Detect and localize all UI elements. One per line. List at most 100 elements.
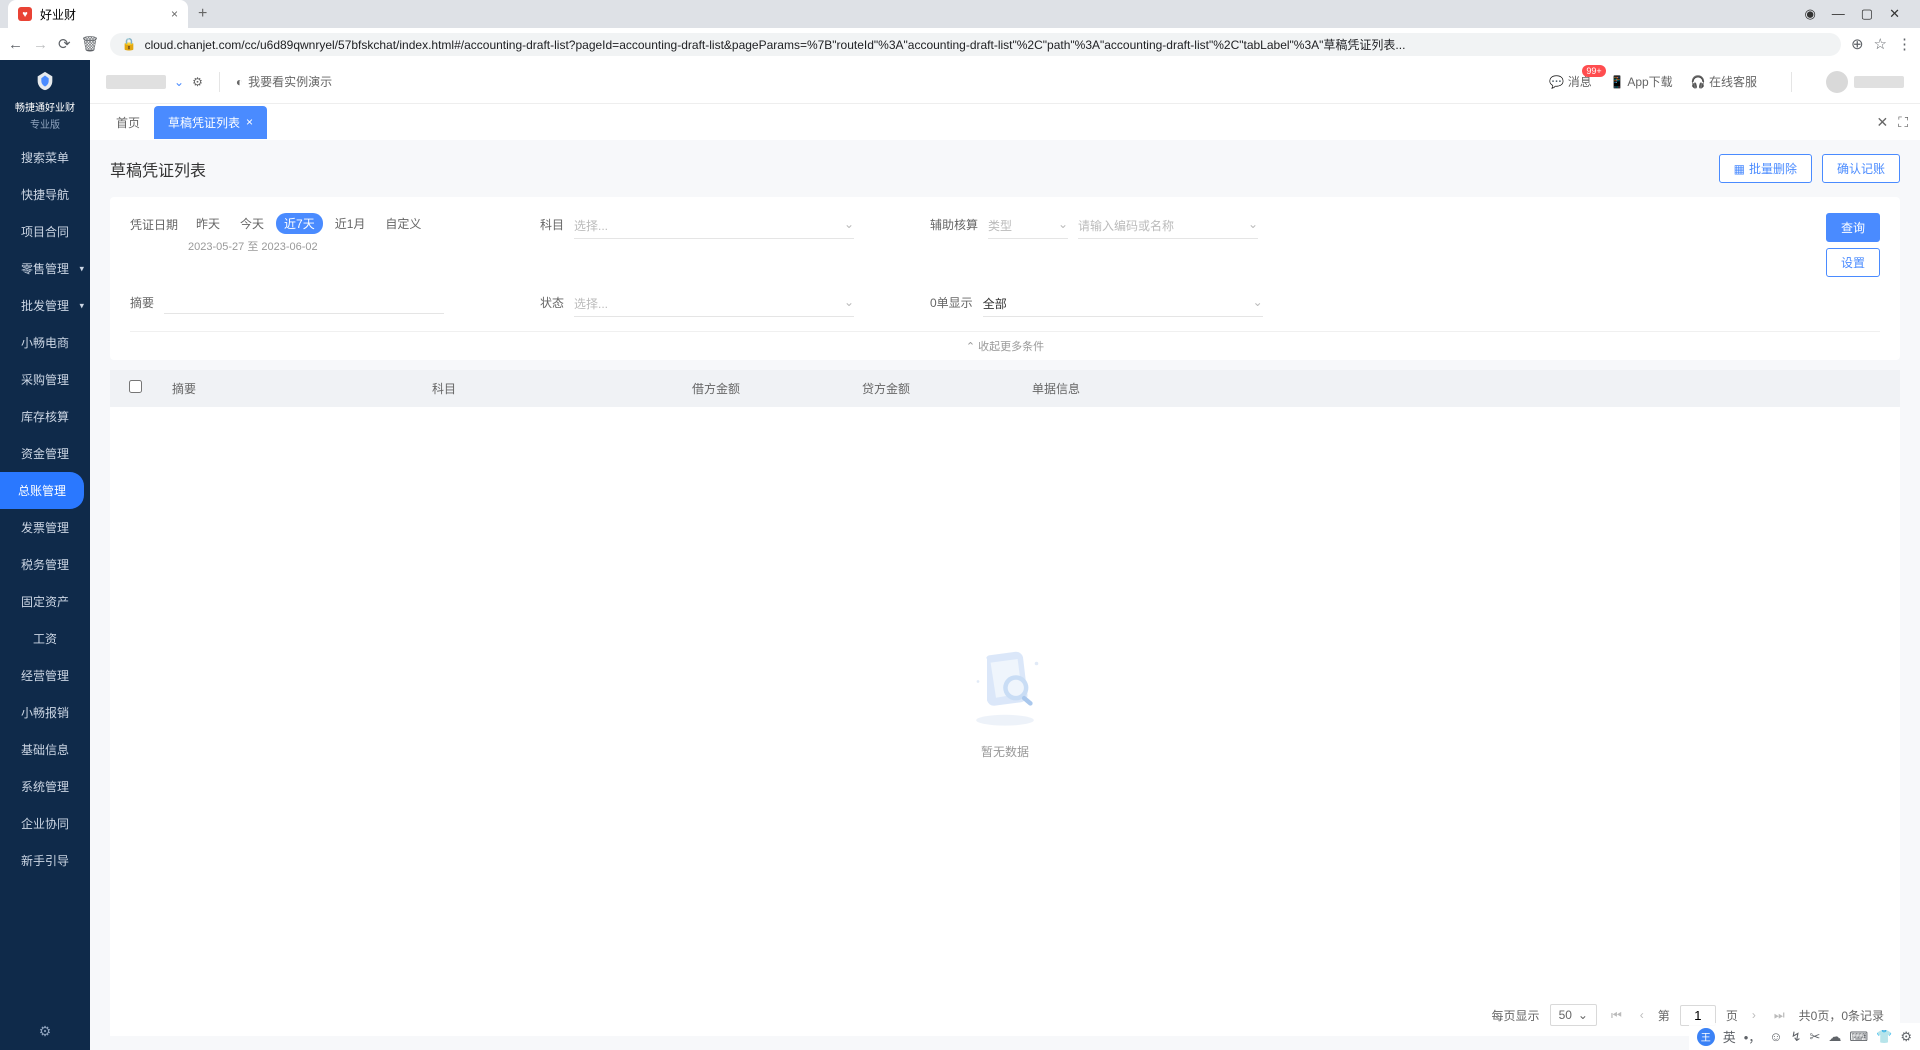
date-chip[interactable]: 今天 (232, 213, 272, 234)
ime-cloud-icon[interactable]: ☁ (1828, 1029, 1841, 1045)
sidebar-item[interactable]: 批发管理▾ (0, 287, 90, 324)
messages-link[interactable]: 💬 消息 99+ (1549, 73, 1591, 90)
ime-emoji-icon[interactable]: ☺ (1769, 1029, 1782, 1044)
sidebar: 畅捷通好业财 专业版 搜索菜单快捷导航项目合同零售管理▾批发管理▾小畅电商采购管… (0, 60, 90, 1050)
sidebar-item[interactable]: 零售管理▾ (0, 250, 90, 287)
prev-page-icon[interactable]: ‹ (1636, 1008, 1648, 1022)
address-bar: ← → ⟳ 🗑 🔒 cloud.chanjet.com/cc/u6d89qwnr… (0, 28, 1920, 60)
date-chip[interactable]: 近7天 (276, 213, 323, 234)
status-select[interactable]: 选择... ⌄ (574, 291, 854, 317)
org-selector[interactable]: ⌄ ⚙ (106, 75, 203, 89)
subject-select[interactable]: 选择... ⌄ (574, 213, 854, 239)
tab-close-icon[interactable]: × (171, 7, 178, 21)
subject-placeholder: 选择... (574, 217, 608, 234)
message-icon: 💬 (1549, 75, 1564, 89)
sidebar-item[interactable]: 小畅电商 (0, 324, 90, 361)
sidebar-item[interactable]: 发票管理 (0, 509, 90, 546)
content: 草稿凭证列表 ▦ 批量删除 确认记账 凭证日期 昨天今天 (90, 140, 1920, 1050)
sidebar-item[interactable]: 税务管理 (0, 546, 90, 583)
maximize-icon[interactable]: ▢ (1861, 6, 1873, 22)
sidebar-item[interactable]: 固定资产 (0, 583, 90, 620)
empty-icon (960, 641, 1050, 731)
date-chip[interactable]: 近1月 (327, 213, 374, 234)
sidebar-item[interactable]: 企业协同 (0, 805, 90, 842)
org-settings-icon[interactable]: ⚙ (192, 75, 203, 89)
next-page-icon[interactable]: › (1748, 1008, 1760, 1022)
filter-buttons: 查询 设置 (1826, 213, 1880, 277)
aux-type-placeholder: 类型 (988, 217, 1012, 234)
query-button[interactable]: 查询 (1826, 213, 1880, 242)
sidebar-item[interactable]: 工资 (0, 620, 90, 657)
chevron-down-icon: ⌄ (844, 295, 854, 312)
confirm-button[interactable]: 确认记账 (1822, 154, 1900, 183)
sidebar-item[interactable]: 新手引导 (0, 842, 90, 879)
date-chip[interactable]: 自定义 (377, 213, 429, 234)
settings-gear-icon[interactable]: ⚙ (39, 1023, 52, 1039)
topbar-right: 💬 消息 99+ 📱 App下载 🎧 在线客服 (1549, 71, 1904, 93)
tab-draft-label: 草稿凭证列表 (168, 114, 240, 131)
date-chips: 昨天今天近7天近1月自定义 (188, 213, 429, 234)
install-icon[interactable]: ⊕ (1851, 35, 1864, 53)
download-link[interactable]: 📱 App下载 (1610, 73, 1673, 90)
star-icon[interactable]: ☆ (1874, 35, 1887, 53)
last-page-icon[interactable]: ⏭ (1770, 1008, 1789, 1023)
sidebar-item[interactable]: 经营管理 (0, 657, 90, 694)
sidebar-item[interactable]: 库存核算 (0, 398, 90, 435)
chevron-down-icon: ⌄ (1253, 295, 1263, 312)
chevron-down-icon: ⌄ (1578, 1008, 1588, 1022)
fullscreen-icon[interactable]: ⛶ (1898, 114, 1908, 131)
sidebar-item[interactable]: 基础信息 (0, 731, 90, 768)
summary-input[interactable] (164, 291, 444, 314)
forward-icon[interactable]: → (33, 36, 48, 53)
ime-person-icon[interactable]: 👕 (1876, 1029, 1892, 1045)
aux-type-select[interactable]: 类型 ⌄ (988, 213, 1068, 239)
sidebar-item[interactable]: 系统管理 (0, 768, 90, 805)
user-menu[interactable] (1826, 71, 1904, 93)
tab-draft-list[interactable]: 草稿凭证列表 × (154, 106, 267, 139)
sidebar-item[interactable]: 搜索菜单 (0, 139, 90, 176)
ime-settings-icon[interactable]: ⚙ (1900, 1029, 1912, 1045)
sidebar-item[interactable]: 项目合同 (0, 213, 90, 250)
tab-home[interactable]: 首页 (102, 106, 154, 139)
close-window-icon[interactable]: ✕ (1889, 6, 1900, 22)
tab-close-icon[interactable]: × (246, 115, 253, 129)
zero-select[interactable]: 全部 ⌄ (983, 291, 1263, 317)
browser-tab-bar: ♥ 好业财 × + ◉ — ▢ ✕ (0, 0, 1920, 28)
username-redacted (1854, 76, 1904, 88)
ime-tool-icon[interactable]: ↯ (1791, 1029, 1802, 1045)
sidebar-item[interactable]: 快捷导航 (0, 176, 90, 213)
new-tab-button[interactable]: + (192, 5, 213, 23)
ime-scissors-icon[interactable]: ✂ (1809, 1029, 1820, 1045)
close-all-icon[interactable]: ✕ (1876, 114, 1888, 131)
sidebar-item[interactable]: 小畅报销 (0, 694, 90, 731)
browser-tab[interactable]: ♥ 好业财 × (8, 0, 188, 28)
per-page-select[interactable]: 50 ⌄ (1550, 1004, 1597, 1026)
service-link[interactable]: 🎧 在线客服 (1691, 73, 1757, 90)
collapse-filters[interactable]: ⌃ 收起更多条件 (130, 331, 1880, 360)
confirm-label: 确认记账 (1837, 160, 1885, 177)
delete-icon[interactable]: 🗑 (81, 35, 100, 53)
sidebar-item[interactable]: 资金管理 (0, 435, 90, 472)
status-placeholder: 选择... (574, 295, 608, 312)
aux-code-placeholder: 请输入编码或名称 (1078, 217, 1174, 234)
first-page-icon[interactable]: ⏮ (1607, 1008, 1626, 1023)
ime-keyboard-icon[interactable]: ⌨ (1849, 1029, 1868, 1045)
menu-icon[interactable]: ⋮ (1897, 35, 1912, 53)
batch-delete-button[interactable]: ▦ 批量删除 (1719, 154, 1812, 183)
back-icon[interactable]: ← (8, 36, 23, 53)
date-chip[interactable]: 昨天 (188, 213, 228, 234)
minimize-icon[interactable]: — (1832, 6, 1845, 22)
settings-button[interactable]: 设置 (1826, 248, 1880, 277)
reload-icon[interactable]: ⟳ (58, 35, 71, 53)
ime-lang[interactable]: 英 (1723, 1027, 1736, 1046)
select-all-checkbox[interactable] (129, 380, 142, 393)
demo-link[interactable]: ◐ 我要看实例演示 (236, 73, 332, 90)
sidebar-item[interactable]: 总账管理 (0, 472, 84, 509)
logo-icon (34, 70, 56, 92)
ime-logo-icon[interactable]: 王 (1697, 1028, 1715, 1046)
url-box[interactable]: 🔒 cloud.chanjet.com/cc/u6d89qwnryel/57bf… (110, 33, 1841, 56)
aux-code-input[interactable]: 请输入编码或名称 ⌄ (1078, 213, 1258, 239)
table-column-header: 单据信息 (1020, 370, 1900, 407)
logo-edition: 专业版 (4, 116, 86, 131)
sidebar-item[interactable]: 采购管理 (0, 361, 90, 398)
